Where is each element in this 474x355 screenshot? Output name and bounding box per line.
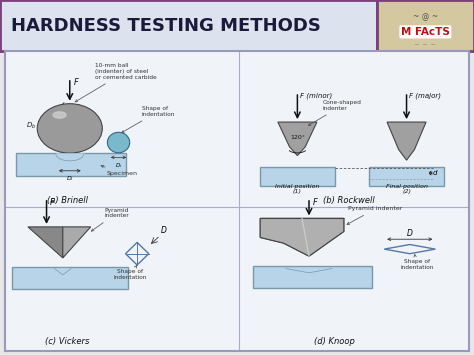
Polygon shape (63, 227, 91, 258)
Text: F: F (73, 78, 78, 87)
Polygon shape (260, 218, 344, 256)
Polygon shape (387, 122, 426, 160)
Text: Shape of
indentation: Shape of indentation (400, 255, 433, 269)
Text: ~ @ ~: ~ @ ~ (413, 12, 438, 21)
Text: Shape of
indentation: Shape of indentation (122, 106, 175, 132)
Text: 10-mm ball
(indenter) of steel
or cemented carbide: 10-mm ball (indenter) of steel or cement… (75, 63, 157, 102)
Text: (a) Brinell: (a) Brinell (47, 196, 88, 204)
Text: (d) Knoop: (d) Knoop (314, 337, 355, 346)
Text: F: F (313, 198, 318, 207)
Text: F (minor): F (minor) (300, 92, 332, 99)
Text: d: d (433, 170, 438, 176)
Text: Initial position
(1): Initial position (1) (275, 184, 319, 194)
Text: D: D (407, 229, 413, 238)
Text: Pyramid indenter: Pyramid indenter (347, 206, 403, 224)
Text: HARDNESS TESTING METHODS: HARDNESS TESTING METHODS (11, 17, 321, 35)
Polygon shape (278, 122, 317, 155)
FancyBboxPatch shape (369, 167, 444, 186)
Text: F: F (50, 198, 55, 207)
Text: D: D (161, 226, 167, 235)
Text: Cone-shaped
indenter: Cone-shaped indenter (309, 100, 362, 126)
Text: Specimen: Specimen (101, 165, 138, 176)
Text: Pyramid
indenter: Pyramid indenter (91, 208, 129, 231)
Ellipse shape (53, 112, 66, 118)
FancyBboxPatch shape (12, 267, 128, 289)
Text: $D_i$: $D_i$ (66, 174, 74, 183)
FancyBboxPatch shape (260, 167, 335, 186)
Polygon shape (28, 227, 63, 258)
Circle shape (37, 104, 102, 153)
Text: $D_b$: $D_b$ (26, 120, 36, 131)
Text: Shape of
indentation: Shape of indentation (113, 266, 147, 280)
Polygon shape (260, 218, 344, 256)
Text: 120°: 120° (290, 136, 305, 141)
Text: (c) Vickers: (c) Vickers (45, 337, 90, 346)
Text: Final position
(2): Final position (2) (385, 184, 428, 194)
Text: (b) Rockwell: (b) Rockwell (323, 196, 374, 204)
FancyBboxPatch shape (16, 153, 126, 176)
Text: F (major): F (major) (410, 92, 441, 99)
Text: ~ ~ ~: ~ ~ ~ (414, 42, 437, 48)
Text: M FAcTS: M FAcTS (401, 27, 450, 37)
Text: $D_i$: $D_i$ (115, 161, 122, 170)
Text: 136°: 136° (44, 235, 61, 241)
Ellipse shape (108, 132, 130, 153)
FancyBboxPatch shape (253, 266, 372, 288)
